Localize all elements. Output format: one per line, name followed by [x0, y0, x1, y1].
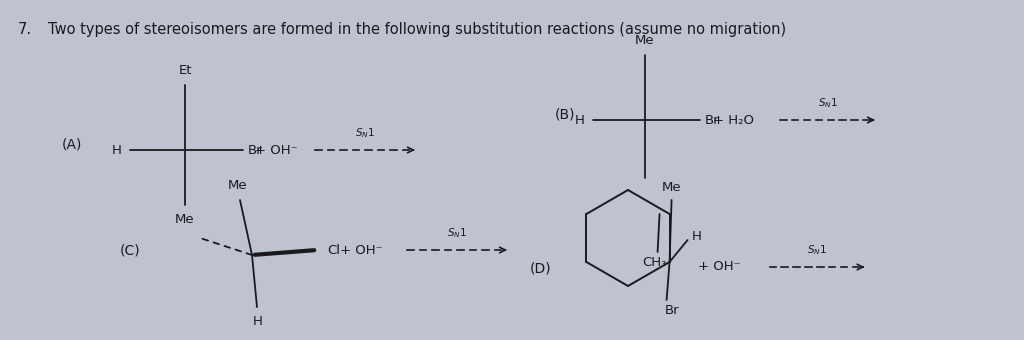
Text: 7.: 7. — [18, 22, 32, 37]
Text: CH₃: CH₃ — [642, 256, 667, 269]
Text: Me: Me — [662, 181, 681, 194]
Text: Br: Br — [705, 114, 720, 126]
Text: H: H — [253, 315, 263, 328]
Text: $S_N1$: $S_N1$ — [807, 243, 827, 257]
Text: Br: Br — [665, 304, 679, 317]
Text: Two types of stereoisomers are formed in the following substitution reactions (a: Two types of stereoisomers are formed in… — [48, 22, 786, 37]
Text: H: H — [112, 143, 122, 156]
Text: + H₂O: + H₂O — [713, 114, 754, 126]
Text: (C): (C) — [120, 243, 140, 257]
Text: Br: Br — [248, 143, 262, 156]
Text: + OH⁻: + OH⁻ — [340, 243, 383, 256]
Text: + OH⁻: + OH⁻ — [697, 260, 740, 273]
Text: Et: Et — [178, 64, 191, 77]
Text: H: H — [691, 231, 701, 243]
Text: Cl: Cl — [327, 243, 340, 256]
Text: + OH⁻: + OH⁻ — [255, 143, 298, 156]
Text: Me: Me — [635, 34, 654, 47]
Text: (A): (A) — [62, 138, 82, 152]
Text: (B): (B) — [555, 108, 575, 122]
Text: $S_N1$: $S_N1$ — [817, 96, 838, 110]
Text: $S_N1$: $S_N1$ — [355, 126, 375, 140]
Text: $S_N1$: $S_N1$ — [447, 226, 467, 240]
Text: H: H — [575, 114, 585, 126]
Text: (D): (D) — [530, 261, 552, 275]
Text: Me: Me — [228, 179, 248, 192]
Text: Me: Me — [175, 213, 195, 226]
